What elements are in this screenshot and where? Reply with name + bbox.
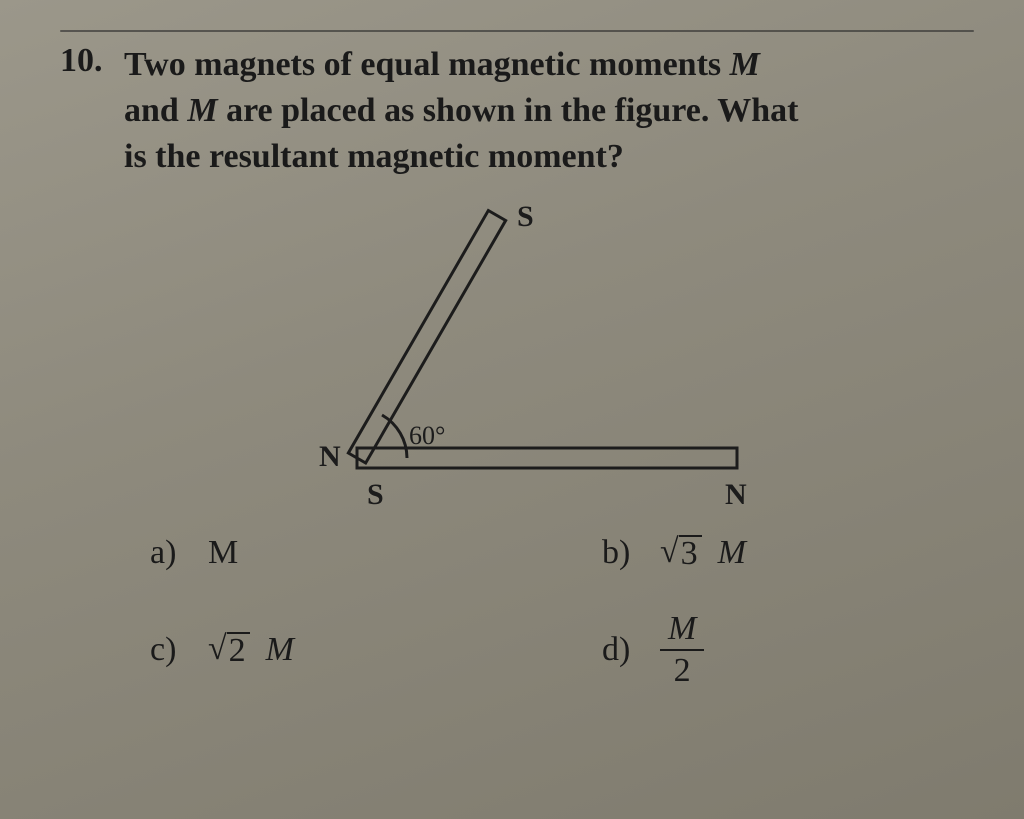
- fraction-bar: [660, 649, 704, 652]
- option-d-numerator: M: [660, 612, 704, 646]
- option-b-tail: M: [718, 534, 746, 572]
- q-line1-a: Two magnets of equal magnetic moments: [124, 46, 730, 83]
- option-c-letter: c): [150, 631, 194, 669]
- q-line2-a: and: [124, 92, 187, 129]
- q-line2-M: M: [187, 92, 217, 129]
- option-d[interactable]: d) M 2: [602, 612, 934, 689]
- angle-arc: [382, 415, 407, 458]
- option-a-value: M: [208, 534, 238, 572]
- top-rule: [60, 30, 974, 32]
- option-d-letter: d): [602, 631, 646, 669]
- q-line3: is the resultant magnetic moment?: [124, 138, 624, 175]
- option-a-letter: a): [150, 534, 194, 572]
- magnet-diagram: S N S N 60°: [237, 188, 797, 528]
- option-b-letter: b): [602, 534, 646, 572]
- question-text: Two magnets of equal magnetic moments M …: [124, 42, 798, 180]
- option-d-fraction: M 2: [660, 612, 704, 689]
- angle-label: 60°: [409, 421, 445, 450]
- question-block: 10. Two magnets of equal magnetic moment…: [60, 42, 974, 180]
- option-d-denominator: 2: [666, 654, 699, 688]
- label-S-top: S: [517, 200, 534, 233]
- question-number: 10.: [60, 42, 114, 80]
- option-b-radicand: 3: [679, 535, 702, 571]
- diagram-group: S N S N 60°: [319, 200, 747, 511]
- option-c-tail: M: [266, 631, 294, 669]
- label-N-left: N: [319, 440, 341, 473]
- horizontal-magnet-bar: [357, 448, 737, 468]
- sqrt-tick-icon: √: [660, 535, 679, 569]
- label-S-bottom: S: [367, 478, 384, 511]
- option-b[interactable]: b) √ 3 M: [602, 534, 934, 572]
- exam-page: 10. Two magnets of equal magnetic moment…: [0, 0, 1024, 819]
- options-grid: a) M b) √ 3 M c) √ 2 M d) M 2: [150, 534, 934, 689]
- option-c[interactable]: c) √ 2 M: [150, 612, 482, 689]
- sqrt-tick-icon: √: [208, 632, 227, 666]
- label-N-right: N: [725, 478, 747, 511]
- option-c-sqrt: √ 2: [208, 632, 250, 668]
- option-b-sqrt: √ 3: [660, 535, 702, 571]
- option-c-radicand: 2: [227, 632, 250, 668]
- q-line1-M: M: [730, 46, 760, 83]
- q-line2-b: are placed as shown in the figure. What: [218, 92, 799, 129]
- figure-container: S N S N 60°: [60, 188, 974, 528]
- option-a[interactable]: a) M: [150, 534, 482, 572]
